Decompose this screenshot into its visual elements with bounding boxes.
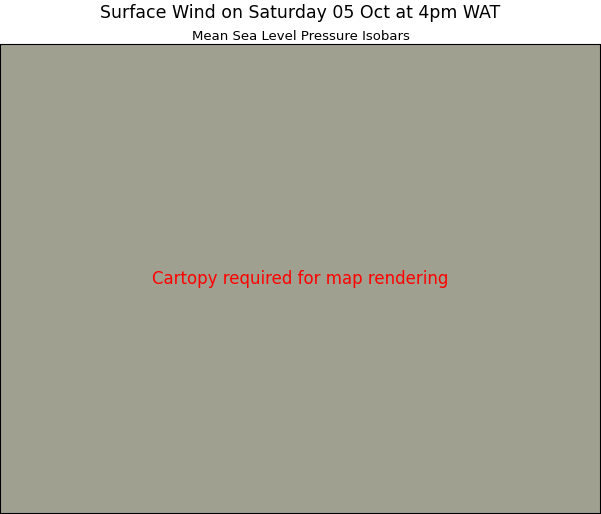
Text: Mean Sea Level Pressure Isobars: Mean Sea Level Pressure Isobars bbox=[192, 30, 409, 43]
Text: Cartopy required for map rendering: Cartopy required for map rendering bbox=[152, 270, 449, 288]
Text: Surface Wind on Saturday 05 Oct at 4pm WAT: Surface Wind on Saturday 05 Oct at 4pm W… bbox=[100, 4, 501, 22]
